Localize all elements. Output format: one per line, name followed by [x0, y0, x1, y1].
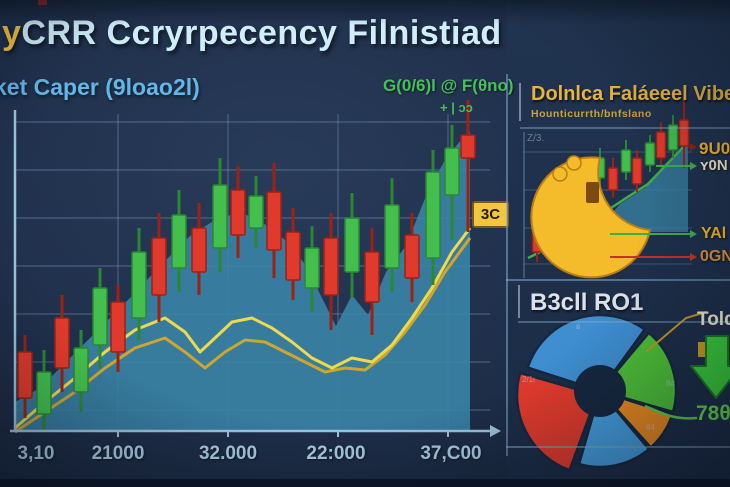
candle-up [384, 204, 400, 269]
pie-tiny-label: 8# [666, 379, 675, 388]
candle-down [364, 251, 380, 303]
pie-legend-label: Told [697, 309, 730, 330]
candle-up [620, 149, 632, 173]
candle-down [17, 351, 33, 399]
mini-row-label: YAl [701, 225, 727, 242]
candle-up [344, 217, 360, 273]
x-tick-label: 21000 [91, 443, 145, 464]
candle-up [425, 171, 441, 259]
candle-down [110, 301, 126, 353]
label-arrowhead [690, 230, 697, 238]
candle-down [323, 237, 339, 296]
mini-row-label: ʏ0N [700, 157, 728, 174]
panel-bottom-title: B3cll RO1 [530, 289, 644, 316]
candle-up [131, 251, 147, 319]
label-arrowhead [690, 162, 697, 170]
page-title: yCRR Ccryrpecency Filnistiad [2, 14, 502, 53]
pie-tiny-label: θ4 [646, 423, 655, 432]
moon-ear [552, 166, 568, 182]
candle-up [304, 247, 320, 289]
panel-section-divider [506, 279, 730, 281]
candle-down [230, 189, 246, 236]
panel-left-border [506, 74, 508, 456]
panel-top-subtitle: Hounticurrth/bnfslano [531, 108, 652, 120]
page-title-text: CRR Ccryrpecency Filnistiad [21, 14, 502, 52]
candle-down [460, 134, 476, 159]
bottom-bar [0, 479, 730, 487]
x-tick-label: 32.000 [198, 443, 258, 464]
candle-down [191, 227, 207, 273]
pie-center-hole [574, 365, 626, 417]
panel-header-divider [520, 127, 730, 129]
panel-top-title: Dolnlca Faláeeel Vibe [531, 83, 730, 105]
candle-up [667, 124, 679, 151]
candle-down [631, 157, 643, 185]
top-red-mark [38, 0, 47, 5]
candle-up [248, 195, 264, 229]
panel-bottom-accent [518, 285, 520, 318]
price-tag: 3C [472, 201, 509, 228]
chart-subtitle: ket Caper (9loao2l) [0, 74, 200, 100]
moon-notch [586, 182, 599, 203]
pie-tiny-label: ʙ [576, 322, 581, 331]
x-tick-label: 3,10 [17, 443, 55, 464]
mini-chart-left-border [523, 132, 525, 278]
panel-bottom-border [506, 446, 730, 448]
page-title-prefix: y [2, 14, 22, 52]
mini-row-label: 9U0 [699, 139, 730, 158]
candle-down [655, 131, 667, 159]
candle-down [678, 119, 690, 147]
candle-down [54, 317, 70, 369]
candle-down [285, 231, 301, 281]
candle-up [212, 184, 228, 249]
x-axis-arrowhead [490, 425, 501, 437]
x-tick-label: 22:000 [306, 443, 366, 464]
moon-ear [566, 155, 582, 171]
candle-up [36, 371, 52, 415]
pie-tiny-label: 2/1ι [522, 375, 535, 384]
pie-legend-value: 78θ [696, 402, 730, 425]
candle-up [171, 214, 187, 269]
candle-up [92, 287, 108, 346]
candle-down [151, 237, 167, 296]
big-down-arrow-icon [690, 335, 730, 399]
chart-right-note-small: + | ɔɔ [440, 100, 473, 115]
candle-up [73, 347, 89, 393]
candle-down [266, 191, 282, 251]
mini-row-label: 0GN [700, 248, 730, 265]
mini-chart-watermark: Z/3. [527, 133, 545, 144]
candle-down [404, 234, 420, 279]
panel-top-accent [519, 83, 521, 121]
label-arrowhead [690, 253, 697, 261]
candle-up [444, 147, 460, 196]
chart-right-note: G(0/6)l @ F(θno) [383, 76, 514, 95]
candle-down [607, 167, 619, 191]
candle-up [644, 142, 656, 166]
label-arrowhead [690, 143, 697, 151]
x-tick-label: 37,C00 [420, 443, 482, 464]
